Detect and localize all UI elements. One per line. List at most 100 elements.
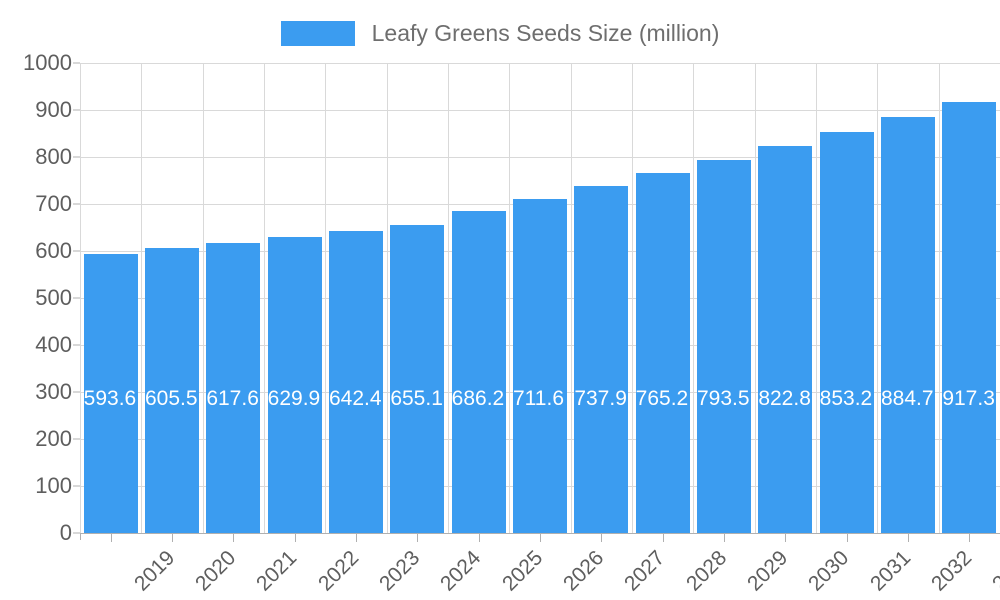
bar[interactable] (390, 225, 445, 533)
x-axis-tick-label: 2027 (619, 546, 670, 596)
bar-group[interactable]: 711.6 (509, 63, 570, 533)
bar-group[interactable]: 629.9 (264, 63, 325, 533)
bar-value-label: 686.2 (451, 387, 505, 410)
x-axis-tick-mark (785, 533, 786, 542)
bar-value-label: 617.6 (206, 387, 259, 410)
bar[interactable] (942, 101, 997, 533)
bar-group[interactable]: 642.4 (325, 63, 386, 533)
bar-value-label: 655.1 (390, 387, 443, 410)
bar-value-label: 822.8 (758, 387, 811, 410)
bar-value-label: 884.7 (881, 387, 934, 410)
y-axis-tick-mark (73, 485, 80, 487)
legend-item-label: Leafy Greens Seeds Size (million) (371, 19, 720, 46)
bar[interactable] (635, 173, 690, 533)
bar[interactable] (819, 132, 874, 533)
x-axis-tick-label: 2033 (987, 546, 1000, 596)
x-axis-tick-label: 2023 (374, 546, 425, 596)
bar-value-label: 765.2 (635, 387, 689, 410)
legend-item-leafy-greens[interactable]: Leafy Greens Seeds Size (million) (280, 19, 720, 46)
y-axis-tick-mark (73, 156, 80, 158)
x-axis-tick-group: 2019 2020 2021 2022 2023 2024 2025 2026 2027 2028… (80, 533, 1000, 600)
y-axis-tick-label: 200 (35, 426, 72, 451)
bar-group[interactable]: 617.6 (203, 63, 264, 533)
y-axis-tick-group: 0 100 200 300 400 500 600 700 800 900 1000 (0, 52, 80, 544)
bar-value-label: 737.9 (574, 387, 627, 410)
bar-value-label: 642.4 (329, 387, 382, 410)
bar-group[interactable]: 655.1 (387, 63, 448, 533)
bar-group[interactable]: 917.3 (939, 63, 1000, 533)
bar-group[interactable]: 884.7 (877, 63, 938, 533)
y-axis-tick-label: 100 (35, 473, 72, 498)
y-axis-tick-label: 500 (35, 285, 72, 310)
x-axis-tick-label: 2020 (190, 546, 241, 596)
x-axis-tick-mark (172, 533, 173, 542)
y-axis-tick-label: 600 (35, 238, 72, 263)
y-axis-tick-mark (73, 532, 80, 534)
bar[interactable] (329, 231, 383, 533)
bar-group[interactable]: 593.6 (80, 63, 141, 533)
x-axis-tick-mark (969, 533, 970, 542)
x-axis-tick-mark (417, 533, 418, 542)
bar[interactable] (881, 117, 935, 533)
bar-group[interactable]: 605.5 (141, 63, 202, 533)
bar-group[interactable]: 686.2 (448, 63, 509, 533)
legend-color-swatch-icon (280, 20, 355, 46)
bar-value-label: 793.5 (697, 387, 750, 410)
bar[interactable] (451, 210, 506, 533)
y-axis-tick-label: 900 (35, 97, 72, 122)
x-axis-tick-label: 2021 (251, 546, 302, 596)
x-axis-tick-mark (479, 533, 480, 542)
x-axis-tick-label: 2029 (742, 546, 793, 596)
x-axis-tick-label: 2022 (313, 546, 364, 596)
y-axis-tick-label: 700 (35, 191, 72, 216)
bar[interactable] (574, 186, 629, 533)
bar-group[interactable]: 853.2 (816, 63, 877, 533)
bar[interactable] (267, 236, 322, 533)
y-axis-tick-label: 800 (35, 144, 72, 169)
x-axis-tick-label: 2028 (681, 546, 732, 596)
y-axis-tick-mark (73, 297, 80, 299)
y-axis-tick-mark (73, 109, 80, 111)
bar[interactable] (697, 160, 751, 533)
y-axis-tick-mark (73, 250, 80, 252)
bar-group[interactable]: 737.9 (571, 63, 632, 533)
bar[interactable] (145, 248, 199, 533)
bar-value-label: 593.6 (83, 387, 137, 410)
bar-value-label: 917.3 (942, 387, 995, 410)
x-axis-tick-mark (847, 533, 848, 542)
x-axis-tick-mark (601, 533, 602, 542)
bar[interactable] (758, 146, 813, 533)
y-axis-tick-mark (73, 203, 80, 205)
bar[interactable] (206, 242, 261, 533)
x-axis-tick-label: 2024 (435, 546, 486, 596)
bar-value-label: 711.6 (513, 387, 564, 410)
bar-value-label: 605.5 (145, 387, 198, 410)
x-axis-tick-label: 2019 (129, 546, 180, 596)
bar[interactable] (513, 198, 567, 533)
bar-value-label: 853.2 (819, 387, 873, 410)
x-axis-tick-label: 2025 (497, 546, 548, 596)
y-axis-tick-mark (73, 438, 80, 440)
y-axis-tick-label: 300 (35, 379, 72, 404)
y-axis-tick-label: 0 (59, 520, 72, 545)
x-axis-tick-mark (908, 533, 909, 542)
x-axis-tick-mark (540, 533, 541, 542)
x-axis-tick-label: 2032 (926, 546, 977, 596)
x-axis-tick-mark (724, 533, 725, 542)
y-axis-tick-mark (73, 344, 80, 346)
bar-group[interactable]: 822.8 (755, 63, 816, 533)
bar-group[interactable]: 765.2 (632, 63, 693, 533)
bar[interactable] (83, 254, 138, 533)
y-axis-tick-label: 1000 (23, 50, 72, 75)
y-axis-tick-label: 400 (35, 332, 72, 357)
bar-group[interactable]: 793.5 (693, 63, 754, 533)
x-axis-tick-label: 2030 (803, 546, 854, 596)
bar-series-leafy-greens: 593.6 605.5 617.6 629.9 642.4 655.1 686.2 711.6… (80, 63, 1000, 533)
x-axis-tick-label: 2031 (865, 546, 916, 596)
x-axis-tick-mark (663, 533, 664, 542)
x-axis-tick-label: 2026 (558, 546, 609, 596)
chart-legend: Leafy Greens Seeds Size (million) (0, 14, 1000, 52)
x-axis-tick-mark (111, 533, 112, 542)
plot-area: 593.6 605.5 617.6 629.9 642.4 655.1 686.2 711.6… (80, 63, 1000, 534)
